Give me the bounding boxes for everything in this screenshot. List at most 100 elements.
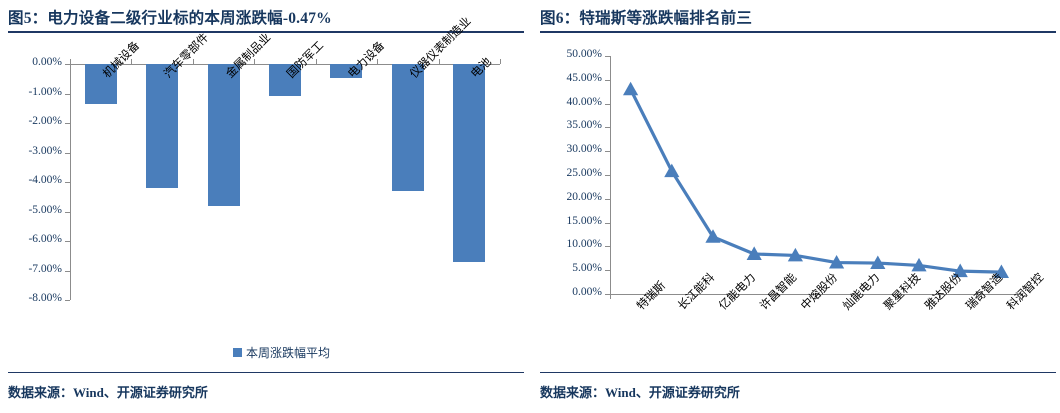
y-axis-label: 40.00% xyxy=(566,95,602,108)
y-axis-label: -2.00% xyxy=(28,115,62,127)
y-axis-label: 50.00% xyxy=(566,48,602,60)
bar xyxy=(391,64,424,192)
figure-6-line-chart: 0.00% 5.00% 10.00% 15.00% 20.00% 25.00% 30.00%… xyxy=(532,36,1060,358)
figure-5-bottom-rule xyxy=(8,371,524,373)
y-tick xyxy=(605,103,610,105)
figure-5-bar-chart: 0.00% -1.00% -2.00% -3.00% -4.00% -5.00% -6.00… xyxy=(0,15,528,361)
figure-6-bottom-rule xyxy=(540,371,1056,373)
y-tick xyxy=(605,151,610,153)
data-point-marker xyxy=(623,81,639,96)
y-axis-label: 0.00% xyxy=(32,56,62,68)
y-tick xyxy=(605,270,610,272)
chart-legend: 本周涨跌幅平均 xyxy=(233,344,330,361)
data-point-marker xyxy=(664,163,680,178)
y-tick xyxy=(605,222,610,224)
figure-6-top-rule xyxy=(540,31,1056,33)
figure-5-panel: 图5：电力设备二级行业标的本周涨跌幅-0.47% 0.00% -1.00% -2.0… xyxy=(0,0,528,413)
x-tick xyxy=(610,294,611,299)
y-axis-label: -6.00% xyxy=(28,233,62,245)
y-tick xyxy=(605,294,610,295)
bar xyxy=(269,64,301,97)
y-axis-label: -7.00% xyxy=(28,262,62,275)
y-axis-label: 25.00% xyxy=(566,167,602,179)
legend-label: 本周涨跌幅平均 xyxy=(246,346,331,360)
y-axis-label: -3.00% xyxy=(28,144,62,157)
data-point-marker xyxy=(705,229,721,243)
x-axis-category-label: 金属制品业 xyxy=(223,31,273,81)
y-axis-label: 10.00% xyxy=(566,238,602,251)
legend-swatch-icon xyxy=(233,348,242,357)
x-tick xyxy=(692,294,694,299)
y-tick xyxy=(65,93,70,95)
y-tick xyxy=(605,127,610,129)
x-axis-category-label: 汽车零部件 xyxy=(162,31,212,81)
y-axis-label: 35.00% xyxy=(566,119,602,132)
y-axis-label: -4.00% xyxy=(28,174,62,186)
x-tick xyxy=(857,294,859,299)
y-axis-label: 0.00% xyxy=(572,286,602,298)
figure-6-source: 数据来源：Wind、开源证券研究所 xyxy=(540,385,740,400)
line-series-svg xyxy=(623,81,1009,279)
y-tick xyxy=(65,270,70,272)
y-tick xyxy=(65,152,70,154)
data-point-marker xyxy=(993,264,1009,279)
figure-5-source: 数据来源：Wind、开源证券研究所 xyxy=(8,385,208,400)
y-axis-line xyxy=(610,56,611,294)
x-tick xyxy=(131,59,133,64)
y-axis-label: -1.00% xyxy=(28,85,62,98)
x-tick xyxy=(733,294,735,299)
bar xyxy=(84,64,117,104)
y-axis-line xyxy=(70,64,71,300)
series-line xyxy=(629,88,1002,274)
x-tick xyxy=(315,59,317,64)
y-tick xyxy=(605,198,610,200)
x-tick xyxy=(1022,294,1023,299)
data-point-marker xyxy=(911,257,927,272)
x-tick xyxy=(500,59,501,64)
x-tick xyxy=(192,59,194,64)
figure-5-top-rule xyxy=(8,31,524,33)
y-tick xyxy=(605,56,610,57)
x-tick xyxy=(816,294,817,299)
y-axis-label: -8.00% xyxy=(28,292,62,304)
data-point-marker xyxy=(829,254,845,269)
y-tick xyxy=(65,300,70,301)
y-axis-label: 15.00% xyxy=(566,214,602,227)
figure-6-title: 图6：特瑞斯等涨跌幅排名前三 xyxy=(540,10,753,27)
bar xyxy=(146,64,179,188)
y-axis-label: 30.00% xyxy=(566,143,602,156)
data-point-marker xyxy=(870,255,886,269)
y-tick xyxy=(65,241,70,242)
x-axis-category-label: 机械设备 xyxy=(100,39,142,81)
figure-6-panel: 图6：特瑞斯等涨跌幅排名前三 0.00% 5.00% 10.00% 15.00% 20.… xyxy=(532,0,1060,413)
x-tick xyxy=(898,294,900,299)
bar xyxy=(207,64,240,207)
y-tick xyxy=(65,123,70,124)
y-tick xyxy=(605,79,610,81)
x-tick xyxy=(651,294,653,299)
y-axis-label: -5.00% xyxy=(28,203,62,216)
x-tick xyxy=(377,59,379,64)
y-tick xyxy=(65,64,70,65)
data-point-marker xyxy=(952,263,968,278)
bar xyxy=(453,64,486,262)
x-tick xyxy=(980,294,982,299)
x-tick xyxy=(254,59,256,64)
x-tick xyxy=(70,59,71,64)
y-tick xyxy=(65,211,70,213)
x-axis-category-label: 电力设备 xyxy=(346,39,388,81)
data-point-marker xyxy=(787,247,803,262)
x-tick xyxy=(438,59,440,64)
x-axis-category-label: 国防军工 xyxy=(285,39,327,81)
y-axis-label: 5.00% xyxy=(572,262,602,275)
y-tick xyxy=(65,182,70,183)
x-tick xyxy=(774,294,776,299)
data-point-marker xyxy=(746,246,762,260)
bar xyxy=(330,64,363,78)
figure-5-title: 图5：电力设备二级行业标的本周涨跌幅-0.47% xyxy=(8,10,332,27)
y-tick xyxy=(605,175,610,176)
x-tick xyxy=(939,294,941,299)
y-axis-label: 45.00% xyxy=(566,71,602,84)
y-tick xyxy=(605,246,610,248)
